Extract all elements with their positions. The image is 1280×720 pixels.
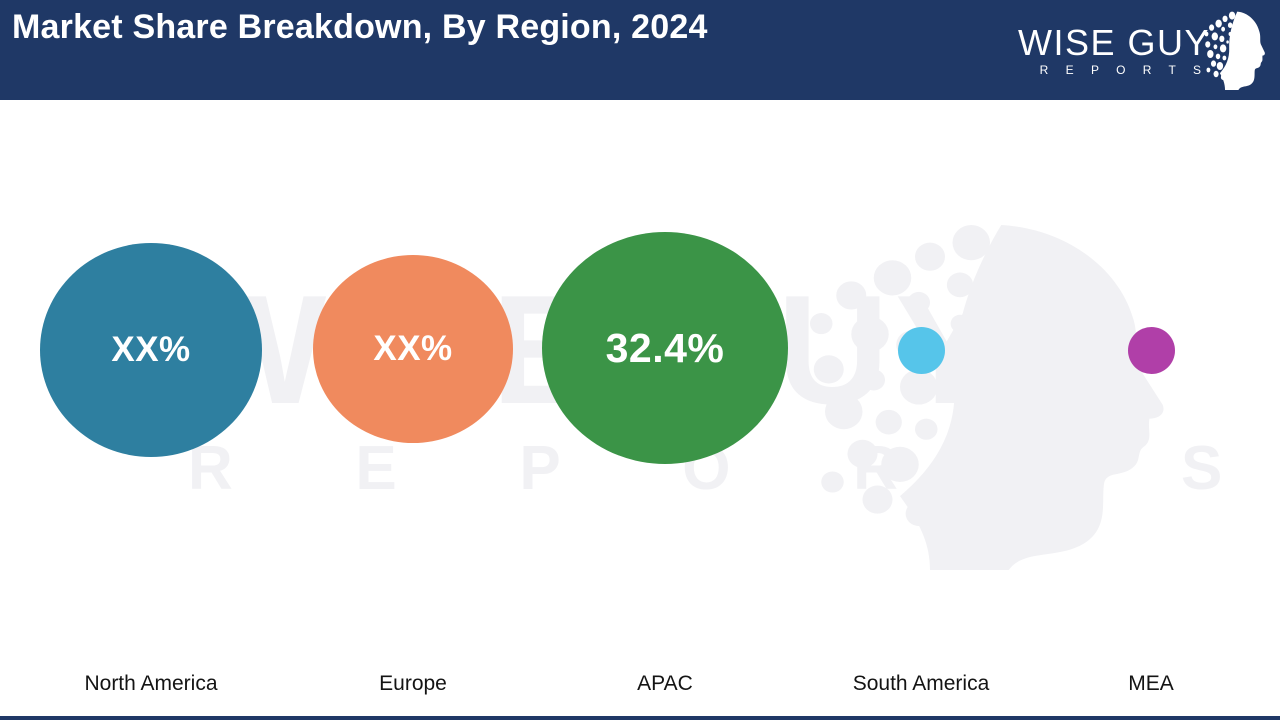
bubble-value-label: 32.4% [605,324,725,371]
wiseguy-head-icon [1204,11,1265,90]
header: Market Share Breakdown, By Region, 2024 … [0,0,1280,100]
bubble-north-america: XX% [40,243,262,457]
category-label-south-america: South America [852,672,990,695]
bubble-value-label: XX% [373,329,453,368]
bubble-value-label: XX% [111,330,191,369]
category-label-apac: APAC [637,672,693,695]
bubble-apac: 32.4% [542,232,788,464]
category-label-mea: MEA [1128,672,1174,695]
watermark-head-icon [810,225,1164,570]
bottom-strip [0,716,1280,720]
logo-subtitle: R E P O R T S [1039,63,1208,78]
brand-logo: WISE GUY R E P O R T S [1018,8,1266,92]
brand-logo-text: WISE GUY R E P O R T S [1018,23,1210,78]
category-label-north-america: North America [84,672,218,695]
category-label-europe: Europe [379,672,447,695]
bubble-south-america [897,326,945,374]
bubble-mea [1127,326,1175,374]
bubble-chart: WISE GUY R E P O R T S XX%XX%32.4% North… [0,100,1280,716]
logo-wordmark: WISE GUY [1017,21,1210,63]
bubble-europe: XX% [313,255,513,443]
page-title: Market Share Breakdown, By Region, 2024 [12,8,708,46]
